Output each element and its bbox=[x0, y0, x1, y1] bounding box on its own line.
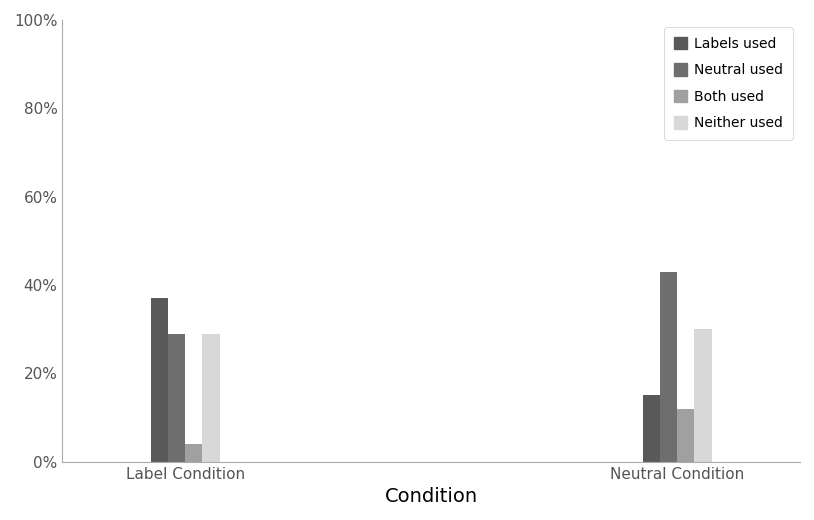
Bar bbox=[186, 444, 203, 462]
Bar bbox=[643, 395, 660, 462]
X-axis label: Condition: Condition bbox=[385, 487, 478, 506]
Legend: Labels used, Neutral used, Both used, Neither used: Labels used, Neutral used, Both used, Ne… bbox=[664, 27, 793, 140]
Bar bbox=[168, 333, 186, 462]
Bar bbox=[203, 333, 220, 462]
Bar bbox=[660, 272, 677, 462]
Bar bbox=[677, 409, 694, 462]
Bar bbox=[151, 298, 168, 462]
Bar bbox=[694, 329, 711, 462]
